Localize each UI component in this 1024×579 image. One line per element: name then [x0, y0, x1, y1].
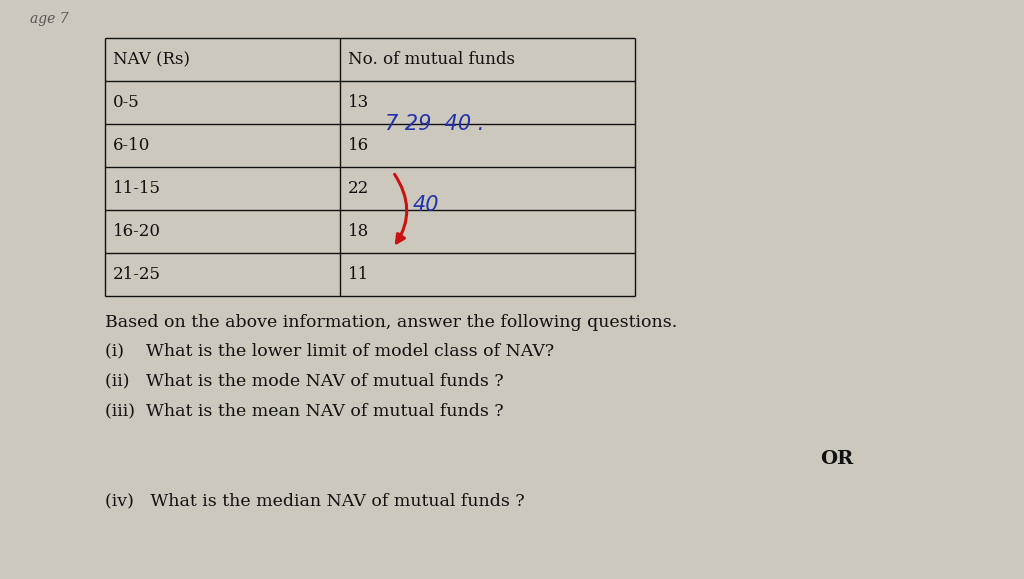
- Text: (iv)   What is the median NAV of mutual funds ?: (iv) What is the median NAV of mutual fu…: [105, 492, 524, 509]
- Text: 40: 40: [413, 195, 439, 215]
- Text: 22: 22: [348, 180, 370, 197]
- Text: (i)    What is the lower limit of model class of NAV?: (i) What is the lower limit of model cla…: [105, 342, 554, 359]
- Text: No. of mutual funds: No. of mutual funds: [348, 51, 515, 68]
- Text: 13: 13: [348, 94, 370, 111]
- Text: OR: OR: [820, 450, 853, 468]
- Text: 16-20: 16-20: [113, 223, 161, 240]
- Text: age 7: age 7: [30, 12, 69, 26]
- Text: 6-10: 6-10: [113, 137, 151, 154]
- Text: 0-5: 0-5: [113, 94, 139, 111]
- Text: 11-15: 11-15: [113, 180, 161, 197]
- Text: Based on the above information, answer the following questions.: Based on the above information, answer t…: [105, 314, 677, 331]
- Text: NAV (Rs): NAV (Rs): [113, 51, 190, 68]
- Text: 16: 16: [348, 137, 369, 154]
- Text: 7 29  40 .: 7 29 40 .: [385, 114, 484, 134]
- Text: 18: 18: [348, 223, 370, 240]
- Text: 21-25: 21-25: [113, 266, 161, 283]
- Text: 11: 11: [348, 266, 370, 283]
- Text: (ii)   What is the mode NAV of mutual funds ?: (ii) What is the mode NAV of mutual fund…: [105, 372, 504, 389]
- Text: (iii)  What is the mean NAV of mutual funds ?: (iii) What is the mean NAV of mutual fun…: [105, 402, 504, 419]
